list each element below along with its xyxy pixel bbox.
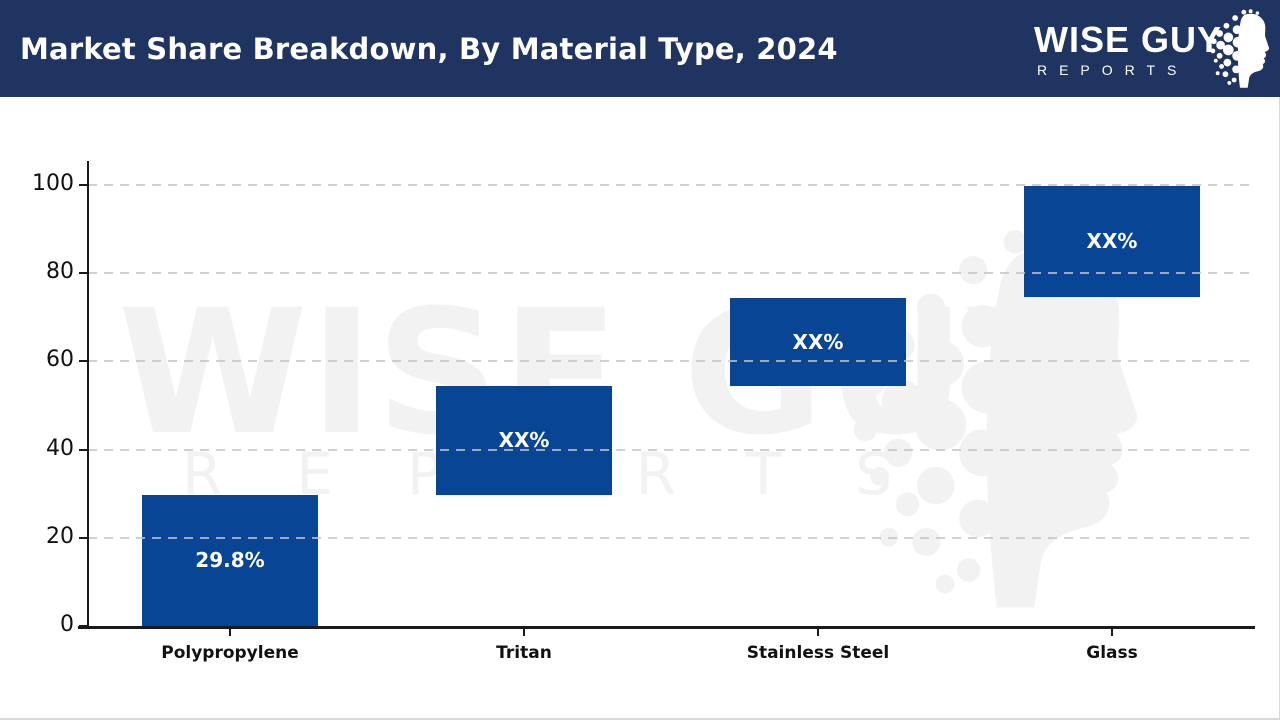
bar-value-label-tritan: XX% [498,428,550,453]
y-tick-mark-20 [79,536,88,539]
chart-plot: WISE GUY REPORTS 02040608010029.8%XX%XX%… [0,97,1280,720]
x-tick-mark-glass [1111,629,1113,636]
x-category-label-polypropylene: Polypropylene [161,643,299,663]
face-profile-icon [1210,9,1270,88]
y-tick-label-80: 80 [46,259,74,285]
y-tick-mark-80 [79,272,88,275]
bar-tritan: XX% [436,386,612,495]
x-tick-mark-tritan [523,629,525,636]
brand-logo: WISE GUY REPORTS [1034,4,1270,94]
x-category-label-stainless-steel: Stainless Steel [746,643,890,663]
y-tick-label-40: 40 [46,435,74,461]
y-tick-label-20: 20 [46,523,74,549]
x-category-label-glass: Glass [1086,643,1138,663]
bar-value-label-glass: XX% [1086,229,1138,254]
x-axis-line [78,626,1255,629]
watermark-face-icon [853,227,1138,608]
y-tick-label-60: 60 [46,347,74,373]
y-tick-mark-60 [79,360,88,363]
gridline-80 [88,272,1255,275]
y-axis-line [87,161,89,629]
y-tick-mark-100 [79,184,88,186]
gridline-100 [88,184,1255,186]
logo-wordmark-line1: WISE GUY [1033,18,1222,60]
gridline-40 [88,448,1255,451]
logo-wordmark-line2: REPORTS [1036,61,1189,78]
x-tick-mark-stainless-steel [817,629,819,636]
logo-wordmark: WISE GUY REPORTS [1033,18,1222,78]
bar-polypropylene: 29.8% [142,494,318,626]
header: Market Share Breakdown, By Material Type… [0,0,1280,97]
gridline-60 [88,360,1255,363]
y-tick-mark-40 [79,448,88,451]
x-category-label-tritan: Tritan [496,643,552,663]
gridline-20 [88,536,1255,539]
bar-glass: XX% [1024,185,1200,297]
bar-stainless-steel: XX% [730,297,906,387]
x-tick-mark-polypropylene [229,629,231,636]
y-tick-label-100: 100 [32,171,74,196]
page-title: Market Share Breakdown, By Material Type… [20,31,838,66]
bar-value-label-polypropylene: 29.8% [195,548,265,573]
y-tick-label-0: 0 [60,612,74,637]
bar-value-label-stainless-steel: XX% [792,329,844,354]
